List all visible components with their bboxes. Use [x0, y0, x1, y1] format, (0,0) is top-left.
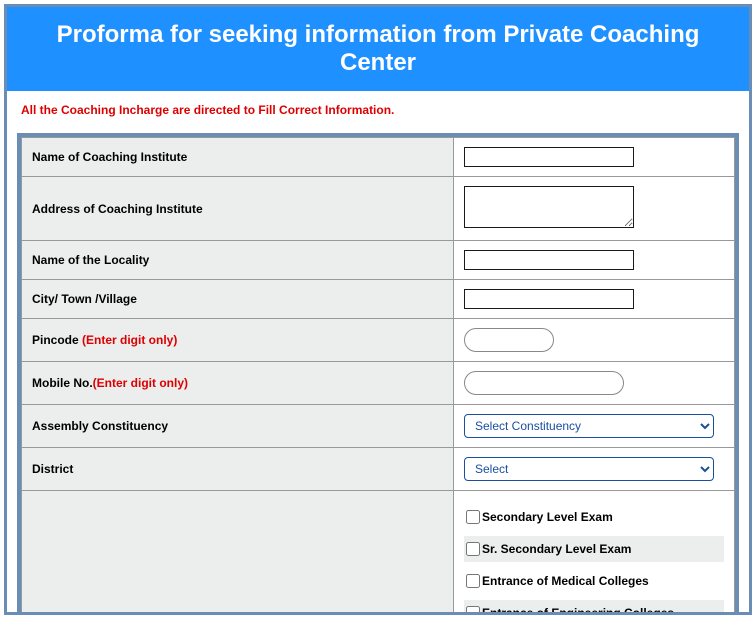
- label-institute-name: Name of Coaching Institute: [22, 138, 454, 177]
- exam-option-row: Secondary Level Exam: [464, 504, 724, 530]
- label-pincode-text: Pincode: [32, 333, 82, 347]
- exam-option-checkbox[interactable]: [466, 574, 480, 588]
- page-title: Proforma for seeking information from Pr…: [7, 7, 749, 91]
- exam-option-row: Entrance of Engineering Colleges: [464, 600, 724, 615]
- label-district: District: [22, 448, 454, 491]
- instruction-bar: All the Coaching Incharge are directed t…: [7, 91, 749, 133]
- hint-mobile: (Enter digit only): [93, 376, 188, 390]
- exam-option-label: Entrance of Engineering Colleges: [482, 606, 674, 615]
- row-locality: Name of the Locality: [22, 241, 735, 280]
- row-district: District Select: [22, 448, 735, 491]
- label-locality: Name of the Locality: [22, 241, 454, 280]
- row-city: City/ Town /Village: [22, 280, 735, 319]
- exam-options-list: Secondary Level Exam Sr. Secondary Level …: [464, 500, 724, 615]
- label-pincode: Pincode (Enter digit only): [22, 319, 454, 362]
- city-input[interactable]: [464, 289, 634, 309]
- locality-input[interactable]: [464, 250, 634, 270]
- form-frame: Name of Coaching Institute Address of Co…: [17, 133, 739, 615]
- row-assembly: Assembly Constituency Select Constituenc…: [22, 405, 735, 448]
- form-table: Name of Coaching Institute Address of Co…: [21, 137, 735, 615]
- outer-frame: Proforma for seeking information from Pr…: [4, 4, 752, 615]
- exam-option-row: Entrance of Medical Colleges: [464, 568, 724, 594]
- mobile-input[interactable]: [464, 371, 624, 395]
- exam-option-label: Entrance of Medical Colleges: [482, 574, 649, 588]
- row-institute-name: Name of Coaching Institute: [22, 138, 735, 177]
- instruction-text: All the Coaching Incharge are directed t…: [21, 103, 394, 117]
- row-pincode: Pincode (Enter digit only): [22, 319, 735, 362]
- hint-pincode: (Enter digit only): [82, 333, 177, 347]
- label-institute-address: Address of Coaching Institute: [22, 177, 454, 241]
- pincode-input[interactable]: [464, 328, 554, 352]
- label-mobile: Mobile No.(Enter digit only): [22, 362, 454, 405]
- exam-option-label: Secondary Level Exam: [482, 510, 613, 524]
- exam-option-checkbox[interactable]: [466, 606, 480, 615]
- label-exams: [22, 491, 454, 616]
- assembly-select[interactable]: Select Constituency: [464, 414, 714, 438]
- row-mobile: Mobile No.(Enter digit only): [22, 362, 735, 405]
- row-exams: Secondary Level Exam Sr. Secondary Level …: [22, 491, 735, 616]
- institute-name-input[interactable]: [464, 147, 634, 167]
- exam-option-checkbox[interactable]: [466, 510, 480, 524]
- exam-option-label: Sr. Secondary Level Exam: [482, 542, 631, 556]
- label-mobile-text: Mobile No.: [32, 376, 93, 390]
- label-city: City/ Town /Village: [22, 280, 454, 319]
- exam-option-row: Sr. Secondary Level Exam: [464, 536, 724, 562]
- district-select[interactable]: Select: [464, 457, 714, 481]
- exam-option-checkbox[interactable]: [466, 542, 480, 556]
- label-assembly: Assembly Constituency: [22, 405, 454, 448]
- institute-address-textarea[interactable]: [464, 186, 634, 228]
- row-institute-address: Address of Coaching Institute: [22, 177, 735, 241]
